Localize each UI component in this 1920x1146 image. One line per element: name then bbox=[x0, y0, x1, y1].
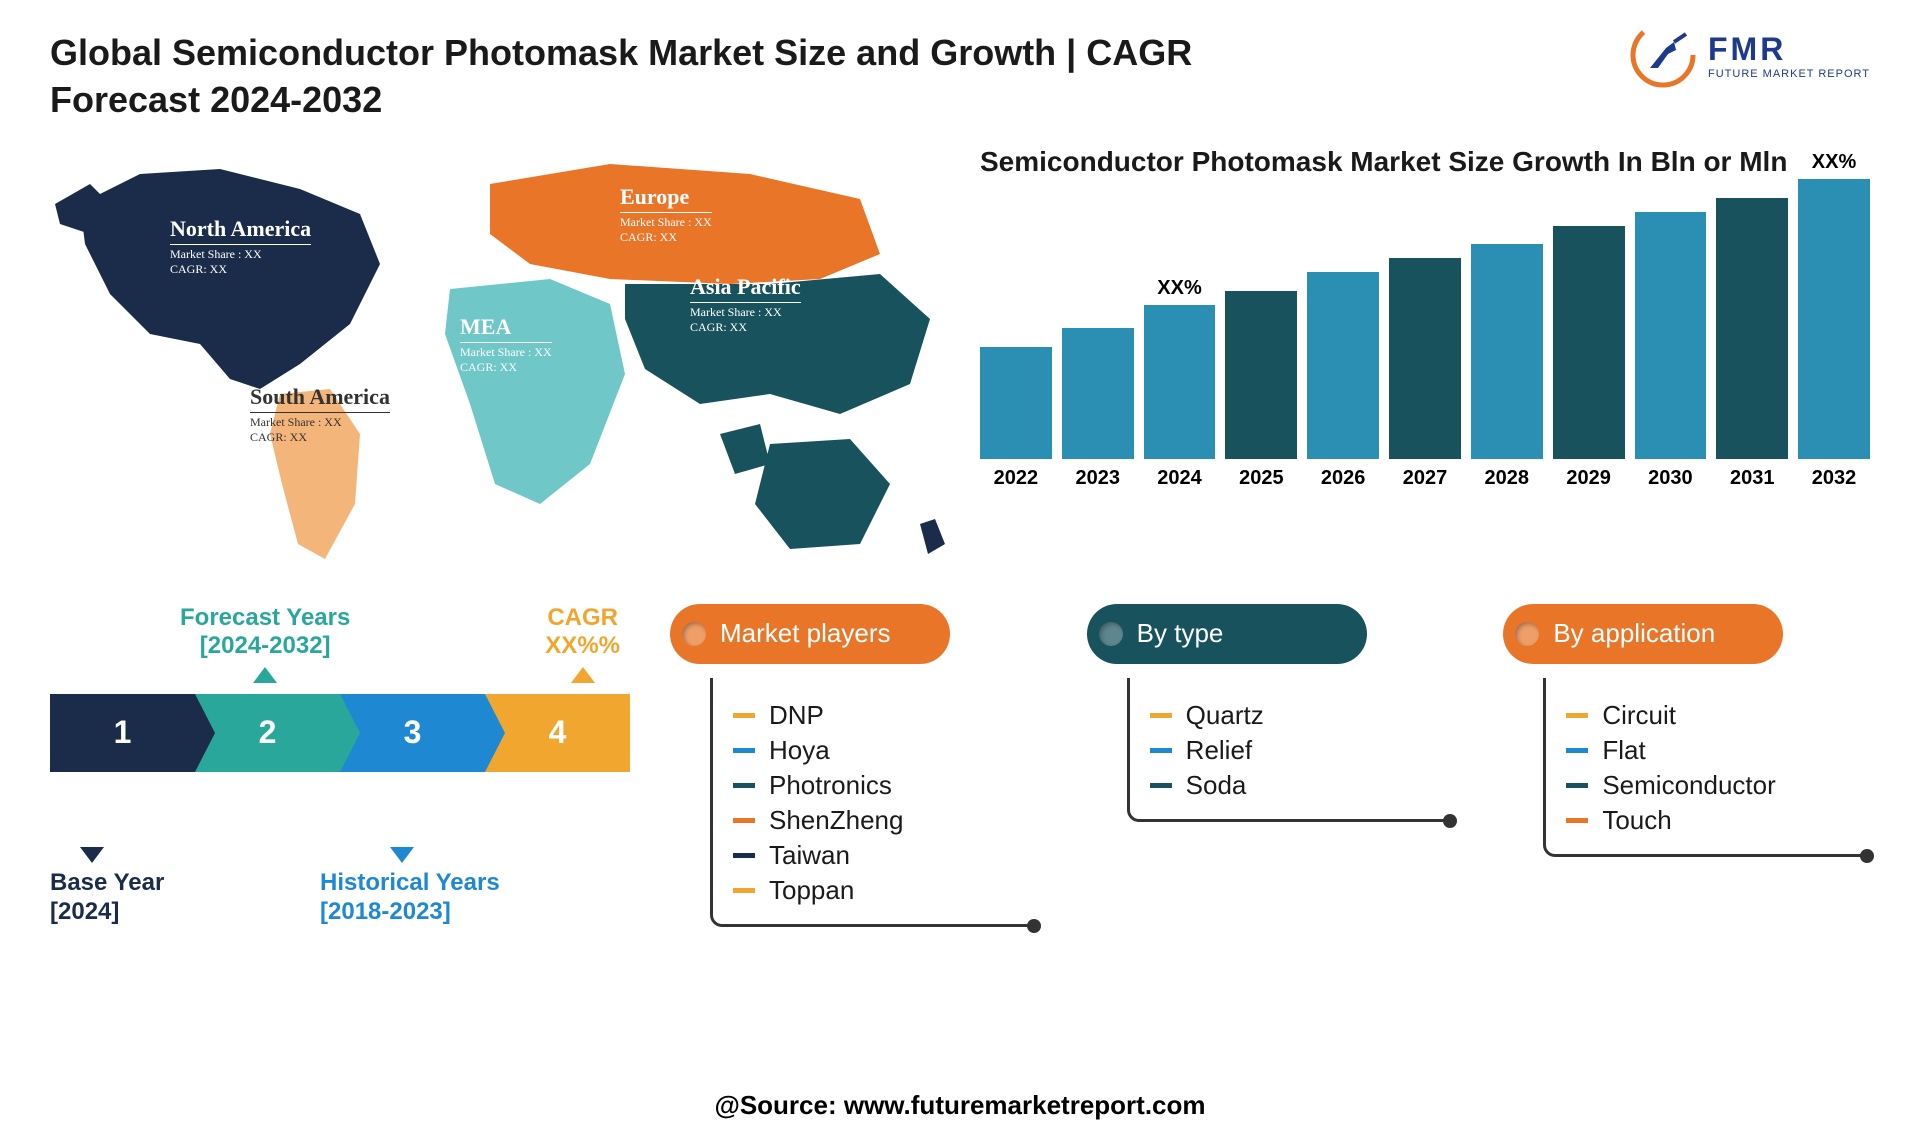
list-item: Toppan bbox=[733, 875, 1017, 906]
timeline-seg-3: 3 bbox=[340, 694, 485, 772]
bar-2029: 2029 bbox=[1553, 226, 1625, 490]
category-pill: Market players bbox=[670, 604, 950, 664]
bar-2031: 2031 bbox=[1716, 198, 1788, 490]
timeline: Forecast Years [2024-2032] CAGR XX%% 123… bbox=[50, 604, 630, 927]
list-item: Semiconductor bbox=[1566, 770, 1850, 801]
list-item: DNP bbox=[733, 700, 1017, 731]
bar-2027: 2027 bbox=[1389, 258, 1461, 490]
region-south-america: South AmericaMarket Share : XXCAGR: XX bbox=[250, 384, 390, 445]
callout-base: Base Year [2024] bbox=[50, 847, 164, 927]
category-by-type: By type Quartz Relief Soda bbox=[1087, 604, 1454, 927]
logo-text: FMR FUTURE MARKET REPORT bbox=[1708, 31, 1870, 80]
bar-2024: XX% 2024 bbox=[1144, 305, 1216, 490]
region-north-america: North AmericaMarket Share : XXCAGR: XX bbox=[170, 216, 311, 277]
bar-2022: 2022 bbox=[980, 347, 1052, 490]
timeline-seg-1: 1 bbox=[50, 694, 195, 772]
bar-2026: 2026 bbox=[1307, 272, 1379, 490]
list-item: Circuit bbox=[1566, 700, 1850, 731]
list-item: Quartz bbox=[1150, 700, 1434, 731]
list-item: Taiwan bbox=[733, 840, 1017, 871]
bar-2025: 2025 bbox=[1225, 291, 1297, 490]
world-map: North AmericaMarket Share : XXCAGR: XX So… bbox=[50, 144, 950, 574]
bar-2023: 2023 bbox=[1062, 328, 1134, 490]
category-market-players: Market players DNP Hoya Photronics ShenZhen… bbox=[670, 604, 1037, 927]
category-by-application: By application Circuit Flat Semiconductor T… bbox=[1503, 604, 1870, 927]
region-asia-pacific: Asia PacificMarket Share : XXCAGR: XX bbox=[690, 274, 801, 335]
bar-2030: 2030 bbox=[1635, 212, 1707, 490]
source-line: @Source: www.futuremarketreport.com bbox=[0, 1090, 1920, 1121]
logo-fmr: FMR bbox=[1708, 31, 1870, 68]
timeline-seg-2: 2 bbox=[195, 694, 340, 772]
category-frame: DNP Hoya Photronics ShenZheng Taiwan Toppan bbox=[710, 678, 1037, 927]
category-frame: Circuit Flat Semiconductor Touch bbox=[1543, 678, 1870, 857]
category-pill: By type bbox=[1087, 604, 1367, 664]
callout-forecast: Forecast Years [2024-2032] bbox=[180, 604, 350, 684]
list-item: Relief bbox=[1150, 735, 1434, 766]
list-item: ShenZheng bbox=[733, 805, 1017, 836]
logo: FMR FUTURE MARKET REPORT bbox=[1628, 20, 1870, 90]
list-item: Photronics bbox=[733, 770, 1017, 801]
list-item: Soda bbox=[1150, 770, 1434, 801]
bar-2028: 2028 bbox=[1471, 244, 1543, 490]
bar-2032: XX% 2032 bbox=[1798, 179, 1870, 490]
logo-sub: FUTURE MARKET REPORT bbox=[1708, 68, 1870, 80]
list-item: Flat bbox=[1566, 735, 1850, 766]
timeline-seg-4: 4 bbox=[485, 694, 630, 772]
logo-icon bbox=[1628, 20, 1698, 90]
list-item: Touch bbox=[1566, 805, 1850, 836]
list-item: Hoya bbox=[733, 735, 1017, 766]
category-frame: Quartz Relief Soda bbox=[1127, 678, 1454, 822]
category-pill: By application bbox=[1503, 604, 1783, 664]
callout-cagr: CAGR XX%% bbox=[545, 604, 620, 684]
region-europe: EuropeMarket Share : XXCAGR: XX bbox=[620, 184, 712, 245]
region-mea: MEAMarket Share : XXCAGR: XX bbox=[460, 314, 552, 375]
page-title: Global Semiconductor Photomask Market Si… bbox=[50, 30, 1350, 124]
callout-historical: Historical Years [2018-2023] bbox=[320, 847, 500, 927]
chart-title: Semiconductor Photomask Market Size Grow… bbox=[980, 144, 1870, 180]
bar-chart: Semiconductor Photomask Market Size Grow… bbox=[980, 144, 1870, 574]
